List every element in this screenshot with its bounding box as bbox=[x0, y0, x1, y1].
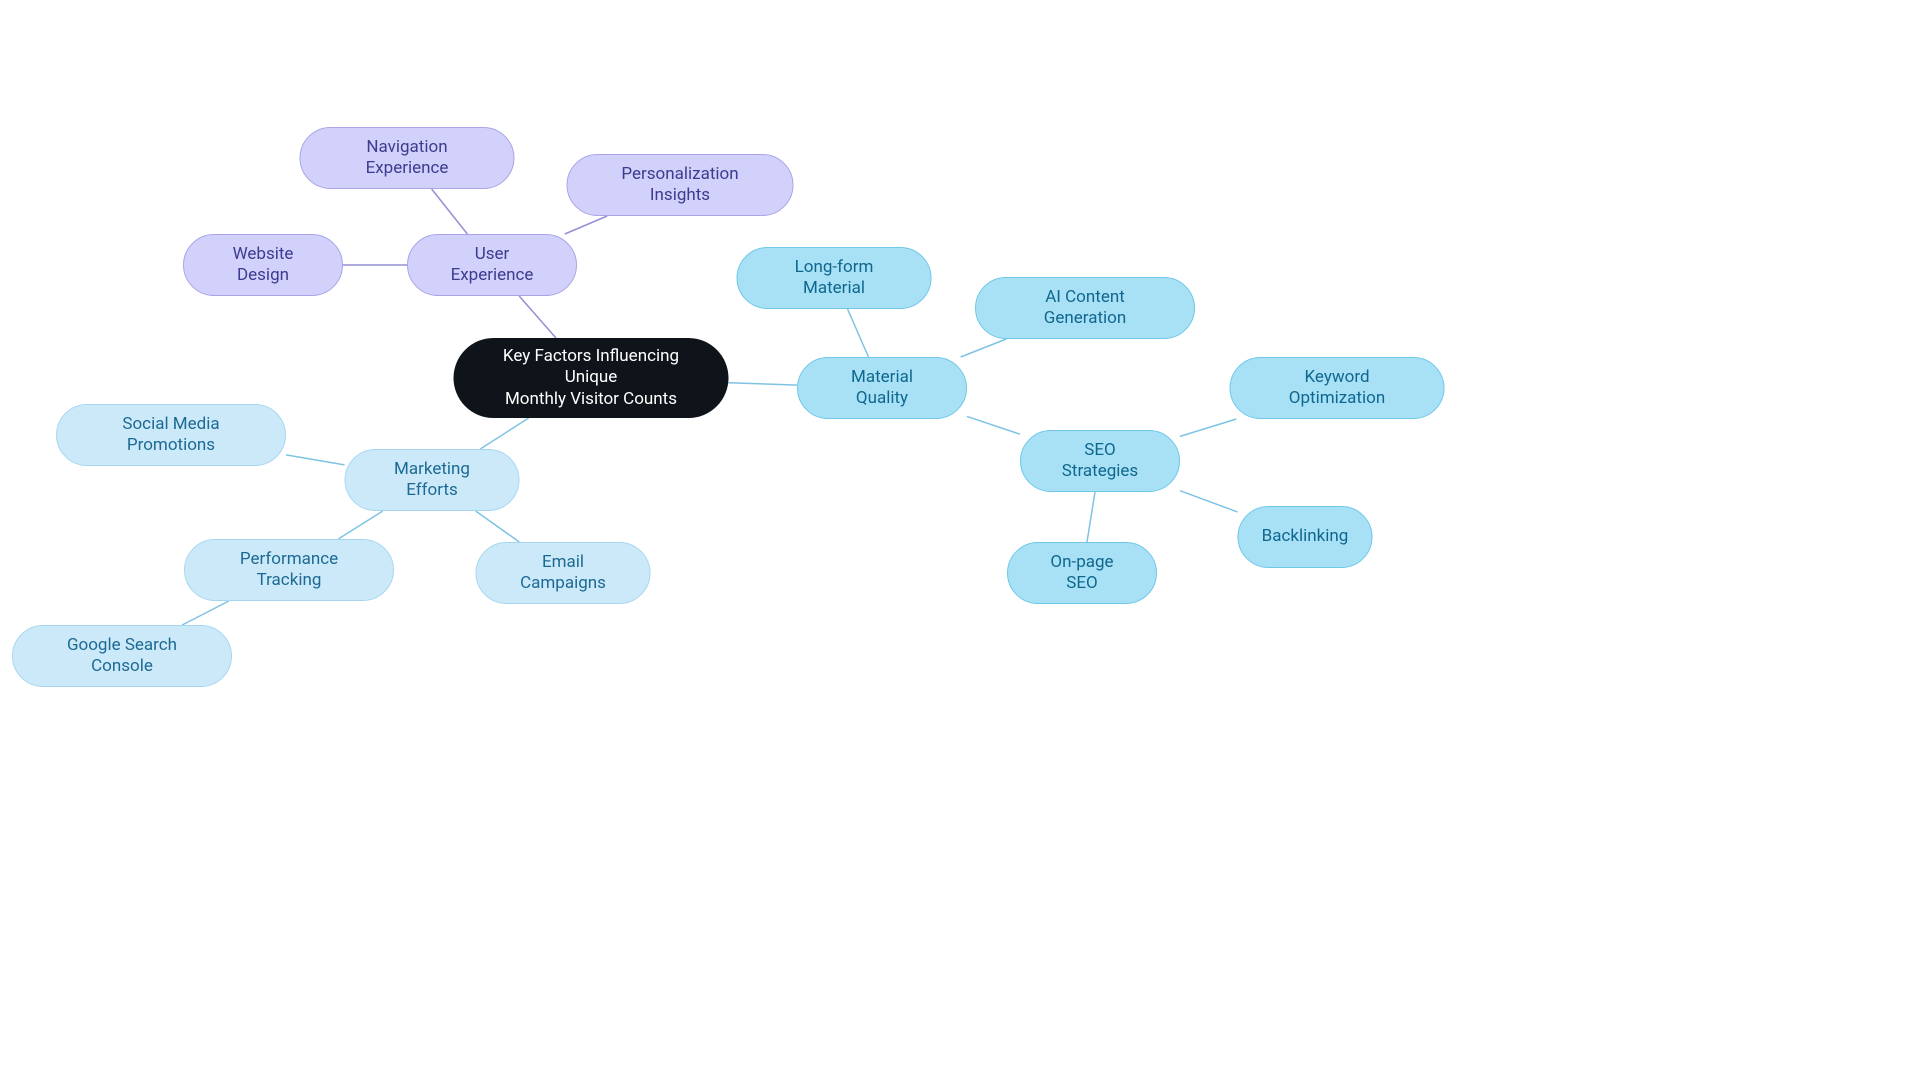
node-design: Website Design bbox=[183, 234, 343, 296]
edge-root-ux bbox=[519, 296, 556, 338]
edge-mkt-email bbox=[476, 511, 520, 542]
mindmap-canvas: Key Factors Influencing Unique Monthly V… bbox=[0, 0, 1920, 1083]
node-email: Email Campaigns bbox=[476, 542, 651, 604]
node-backlink: Backlinking bbox=[1238, 506, 1373, 568]
node-root: Key Factors Influencing Unique Monthly V… bbox=[454, 338, 729, 418]
node-onpage: On-page SEO bbox=[1007, 542, 1157, 604]
node-mkt: Marketing Efforts bbox=[345, 449, 520, 511]
edge-ux-nav bbox=[432, 189, 468, 234]
node-aigen: AI Content Generation bbox=[975, 277, 1195, 339]
node-matq: Material Quality bbox=[797, 357, 967, 419]
node-kw: Keyword Optimization bbox=[1230, 357, 1445, 419]
edge-seo-kw bbox=[1180, 419, 1236, 436]
node-pers: Personalization Insights bbox=[567, 154, 794, 216]
edge-ux-pers bbox=[565, 216, 607, 234]
node-social: Social Media Promotions bbox=[56, 404, 286, 466]
node-gsc: Google Search Console bbox=[12, 625, 232, 687]
edge-seo-onpage bbox=[1087, 492, 1095, 542]
node-nav: Navigation Experience bbox=[300, 127, 515, 189]
edge-mkt-perf bbox=[338, 511, 382, 539]
edge-matq-seo bbox=[967, 416, 1020, 434]
node-seo: SEO Strategies bbox=[1020, 430, 1180, 492]
node-longform: Long-form Material bbox=[737, 247, 932, 309]
node-perf: Performance Tracking bbox=[184, 539, 394, 601]
edge-matq-aigen bbox=[961, 339, 1007, 357]
edge-matq-longform bbox=[848, 309, 869, 357]
edge-perf-gsc bbox=[182, 601, 229, 625]
edge-seo-backlink bbox=[1180, 491, 1238, 512]
edge-root-mkt bbox=[480, 418, 528, 449]
edge-mkt-social bbox=[286, 455, 345, 465]
edge-root-matq bbox=[729, 383, 798, 385]
node-ux: User Experience bbox=[407, 234, 577, 296]
